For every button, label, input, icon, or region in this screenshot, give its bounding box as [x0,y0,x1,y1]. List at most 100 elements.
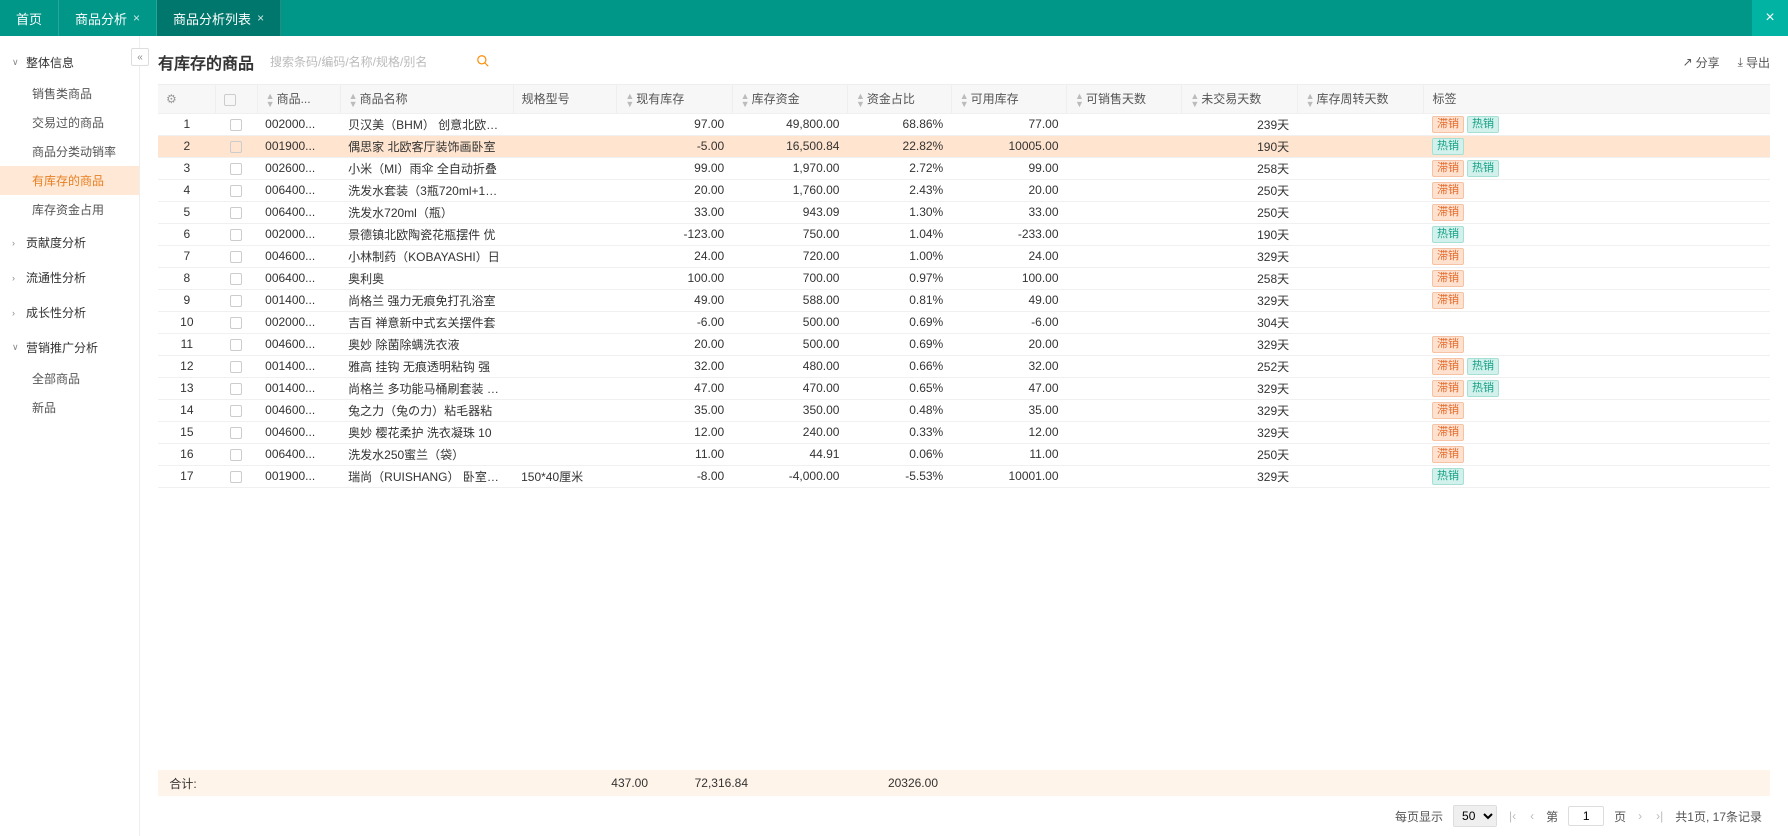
table-row[interactable]: 5006400...洗发水720ml（瓶）33.00943.091.30%33.… [158,201,1770,223]
page-number-input[interactable] [1568,806,1604,826]
tab-2[interactable]: 商品分析列表 × [157,0,281,36]
row-checkbox[interactable] [230,207,242,219]
sidebar-item[interactable]: 新品 [0,393,139,422]
close-all-tabs-button[interactable]: × [1752,0,1788,36]
table-row[interactable]: 14004600...兔之力（兔の力）粘毛器粘35.00350.000.48%3… [158,399,1770,421]
sidebar-group-title[interactable]: ›流通性分析 [0,261,139,294]
prev-page-button[interactable]: ‹ [1528,809,1536,823]
cell-sell_days [1067,355,1182,377]
table-row[interactable]: 16006400...洗发水250蜜兰（袋）11.0044.910.06%11.… [158,443,1770,465]
next-page-button[interactable]: › [1636,809,1644,823]
search-icon[interactable] [476,54,490,71]
share-button[interactable]: ↗ 分享 [1683,54,1720,71]
cell-fund: 1,760.00 [732,179,847,201]
sidebar-group: ›贡献度分析 [0,226,139,259]
tab-close-icon[interactable]: × [133,11,140,25]
table-row[interactable]: 4006400...洗发水套装（3瓶720ml+1…20.001,760.002… [158,179,1770,201]
cell-spec [513,157,617,179]
row-checkbox[interactable] [230,273,242,285]
sidebar-collapse-button[interactable]: « [131,48,149,66]
select-all-checkbox[interactable] [224,94,236,106]
cell-notrx: 329天 [1182,465,1297,487]
row-checkbox[interactable] [230,449,242,461]
tab-0[interactable]: 首页 [0,0,59,36]
table-row[interactable]: 8006400...奥利奥100.00700.000.97%100.00258天… [158,267,1770,289]
column-header-turn[interactable]: ▲▼库存周转天数 [1297,85,1424,113]
cell-idx: 6 [158,223,216,245]
sidebar-item[interactable]: 全部商品 [0,364,139,393]
row-checkbox[interactable] [230,141,242,153]
cell-code: 002600... [257,157,340,179]
cell-turn [1297,113,1424,135]
column-header-pct[interactable]: ▲▼资金占比 [847,85,951,113]
sidebar-group-title[interactable]: ∨整体信息 [0,46,139,79]
sidebar-group: ∨整体信息销售类商品交易过的商品商品分类动销率有库存的商品库存资金占用 [0,46,139,224]
column-label: 可用库存 [971,92,1019,106]
first-page-button[interactable]: |‹ [1507,809,1518,823]
page-size-label: 每页显示 [1395,808,1443,825]
gear-icon[interactable]: ⚙ [166,92,177,106]
tab-label: 商品分析列表 [173,9,251,28]
sidebar-item[interactable]: 有库存的商品 [0,166,139,195]
table-scroll[interactable]: ⚙▲▼商品...▲▼商品名称规格型号▲▼现有库存▲▼库存资金▲▼资金占比▲▼可用… [158,84,1770,766]
row-checkbox[interactable] [230,251,242,263]
table-row[interactable]: 6002000...景德镇北欧陶瓷花瓶摆件 优-123.00750.001.04… [158,223,1770,245]
cell-idx: 15 [158,421,216,443]
cell-spec [513,443,617,465]
table-row[interactable]: 12001400...雅高 挂钩 无痕透明粘钩 强32.00480.000.66… [158,355,1770,377]
table-row[interactable]: 17001900...瑞尚（RUISHANG） 卧室…150*40厘米-8.00… [158,465,1770,487]
table-row[interactable]: 13001400...尚格兰 多功能马桶刷套装 …47.00470.000.65… [158,377,1770,399]
row-checkbox[interactable] [230,295,242,307]
column-header-avail[interactable]: ▲▼可用库存 [951,85,1066,113]
export-button[interactable]: ⤓ 导出 [1738,54,1770,71]
row-checkbox[interactable] [230,339,242,351]
sidebar-item[interactable]: 商品分类动销率 [0,137,139,166]
row-checkbox[interactable] [230,471,242,483]
table-row[interactable]: 11004600...奥妙 除菌除螨洗衣液20.00500.000.69%20.… [158,333,1770,355]
tab-1[interactable]: 商品分析× [59,0,157,36]
column-header-code[interactable]: ▲▼商品... [257,85,340,113]
sidebar-item[interactable]: 库存资金占用 [0,195,139,224]
sidebar-group-title[interactable]: ›贡献度分析 [0,226,139,259]
sidebar-group-title[interactable]: ›成长性分析 [0,296,139,329]
search-input[interactable] [268,51,468,74]
column-header-stock[interactable]: ▲▼现有库存 [617,85,732,113]
tab-close-icon[interactable]: × [257,11,264,25]
cell-turn [1297,267,1424,289]
cell-stock: 35.00 [617,399,732,421]
cell-spec [513,267,617,289]
sidebar-item[interactable]: 销售类商品 [0,79,139,108]
column-header-sell_days[interactable]: ▲▼可销售天数 [1067,85,1182,113]
sort-icon: ▲▼ [1306,92,1315,108]
last-page-button[interactable]: ›| [1654,809,1665,823]
row-checkbox[interactable] [230,163,242,175]
cell-name: 尚格兰 多功能马桶刷套装 … [340,377,513,399]
header-actions: ↗ 分享 ⤓ 导出 [1683,54,1770,71]
row-checkbox[interactable] [230,229,242,241]
table-row[interactable]: 3002600...小米（MI）雨伞 全自动折叠99.001,970.002.7… [158,157,1770,179]
row-checkbox[interactable] [230,317,242,329]
cell-stock: 24.00 [617,245,732,267]
cell-stock: 97.00 [617,113,732,135]
cell-idx: 17 [158,465,216,487]
column-header-fund[interactable]: ▲▼库存资金 [732,85,847,113]
table-row[interactable]: 2001900...偶思家 北欧客厅装饰画卧室-5.0016,500.8422.… [158,135,1770,157]
table-row[interactable]: 15004600...奥妙 樱花柔护 洗衣凝珠 1012.00240.000.3… [158,421,1770,443]
cell-sell_days [1067,113,1182,135]
sidebar-group-title[interactable]: ∨营销推广分析 [0,331,139,364]
table-row[interactable]: 7004600...小林制药（KOBAYASHI）日24.00720.001.0… [158,245,1770,267]
column-label: 可销售天数 [1086,92,1146,106]
table-row[interactable]: 9001400...尚格兰 强力无痕免打孔浴室49.00588.000.81%4… [158,289,1770,311]
row-checkbox[interactable] [230,185,242,197]
row-checkbox[interactable] [230,427,242,439]
sidebar-item[interactable]: 交易过的商品 [0,108,139,137]
table-row[interactable]: 1002000...贝汉美（BHM） 创意北欧…97.0049,800.0068… [158,113,1770,135]
row-checkbox[interactable] [230,361,242,373]
row-checkbox[interactable] [230,405,242,417]
column-header-notrx[interactable]: ▲▼未交易天数 [1182,85,1297,113]
row-checkbox[interactable] [230,119,242,131]
table-row[interactable]: 10002000...吉百 禅意新中式玄关摆件套-6.00500.000.69%… [158,311,1770,333]
column-header-name[interactable]: ▲▼商品名称 [340,85,513,113]
row-checkbox[interactable] [230,383,242,395]
page-size-select[interactable]: 50 [1453,805,1497,827]
